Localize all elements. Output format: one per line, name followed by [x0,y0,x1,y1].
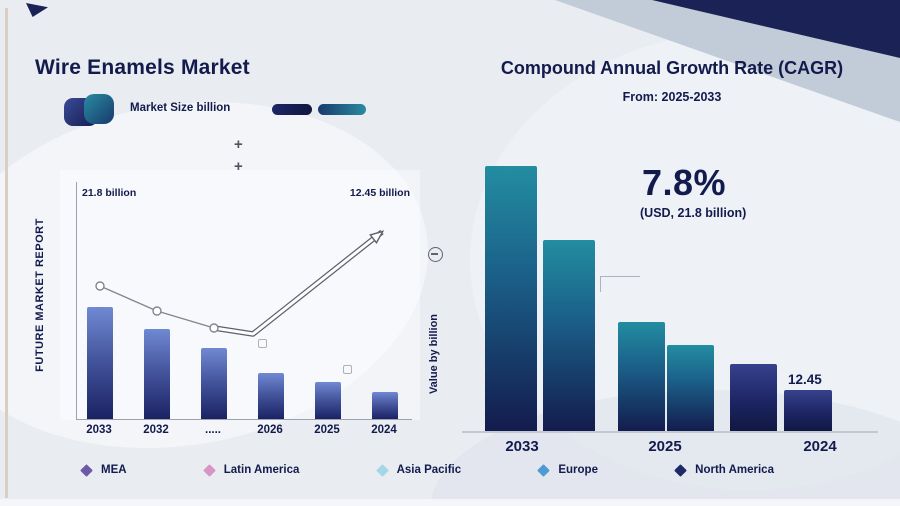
cagr-bar [485,166,537,432]
right-baseline [462,431,878,433]
legend-label: MEA [101,464,127,476]
market-size-chart: 21.8 billion 12.45 billion 2033 2032.....… [60,170,420,436]
cagr-bar [543,240,595,432]
year-label: 2025 [314,424,340,436]
left-edge-strip [5,8,8,498]
market-size-legend: Market Size billion [64,92,404,132]
legend-diamond-icon [674,463,688,477]
right-year-label: 2024 [803,438,837,455]
square-outline-icon [258,339,267,348]
legend-diamond-icon [80,463,93,477]
legend-label: North America [695,464,774,476]
right-year-label: 2025 [648,438,682,455]
legend-capsule-navy [272,104,312,115]
legend-diamond-icon [537,463,551,477]
right-xlabels: 2033 2025 2024 [0,438,900,460]
cagr-subtitle: From: 2025-2033 [622,90,722,104]
year-label: 2024 [371,424,397,436]
legend-item-asia-pacific: Asia Pacific [375,463,462,477]
cagr-bar [730,364,777,432]
legend-item-latin-america: Latin America [202,463,300,477]
cagr-bar [784,390,832,432]
year-label: 2033 [86,424,112,436]
market-size-legend-label: Market Size billion [130,102,231,114]
legend-item-europe: Europe [537,463,598,477]
market-size-bar [258,373,284,419]
cagr-bar [667,345,714,432]
legend-label: Asia Pacific [396,464,462,476]
left-years: 2033 2032..... 2026 2025 2024 [76,420,412,440]
cagr-bar [618,322,665,432]
legend-diamond-icon [375,463,389,477]
year-label: 2026 [257,424,283,436]
end-value-label: 12.45 billion [349,187,410,199]
plus-icon: + [234,158,243,175]
right-bars [485,166,832,432]
legend-label: Europe [558,464,598,476]
circle-minus-icon [428,247,443,262]
market-size-icon [84,94,114,124]
plus-icon: + [234,136,243,153]
bottom-edge-strip [0,499,900,506]
year-label: ..... [205,424,221,436]
cagr-value: 7.8% [642,162,727,203]
market-size-bar [144,329,170,419]
legend-item-mea: MEA [80,463,127,477]
page-title: Wire Enamels Market [35,56,250,79]
legend-capsule-teal [318,104,366,115]
cagr-title: Compound Annual Growth Rate (CAGR) [500,58,844,78]
market-size-bar [372,392,398,419]
region-legend: MEA Latin America Asia Pacific Europe North … [80,463,774,477]
year-label: 2032 [143,424,169,436]
cagr-note: (USD, 21.8 billion) [640,206,747,220]
square-outline-icon [343,365,352,374]
legend-label: Latin America [223,464,300,476]
legend-diamond-icon [202,463,216,477]
right-year-label: 2033 [505,438,539,455]
market-size-bar [201,348,227,419]
value-annotation: 12.45 [788,372,822,387]
start-value-label: 21.8 billion [82,187,137,199]
market-size-bar [315,382,341,419]
corner-bracket-icon [600,276,640,292]
legend-item-north-america: North America [674,463,774,477]
